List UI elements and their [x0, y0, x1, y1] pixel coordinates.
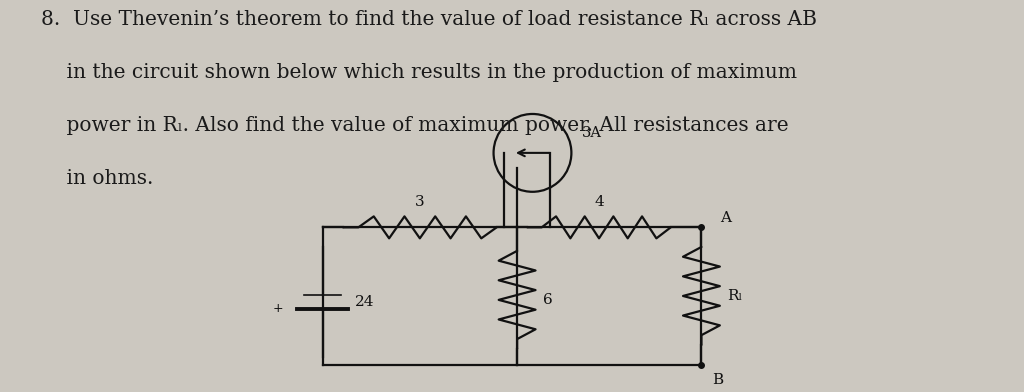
Text: Rₗ: Rₗ — [727, 289, 742, 303]
Text: B: B — [712, 373, 723, 387]
Text: 8.  Use Thevenin’s theorem to find the value of load resistance Rₗ across AB: 8. Use Thevenin’s theorem to find the va… — [41, 10, 817, 29]
Text: in the circuit shown below which results in the production of maximum: in the circuit shown below which results… — [41, 63, 797, 82]
Text: 4: 4 — [594, 195, 604, 209]
Text: +: + — [273, 302, 284, 316]
Text: power in Rₗ. Also find the value of maximum power. All resistances are: power in Rₗ. Also find the value of maxi… — [41, 116, 788, 134]
Text: 3: 3 — [415, 195, 425, 209]
Text: 6: 6 — [543, 293, 553, 307]
Text: A: A — [720, 211, 731, 225]
Text: 3A: 3A — [582, 127, 602, 140]
Text: in ohms.: in ohms. — [41, 169, 154, 187]
Text: 24: 24 — [355, 295, 375, 309]
